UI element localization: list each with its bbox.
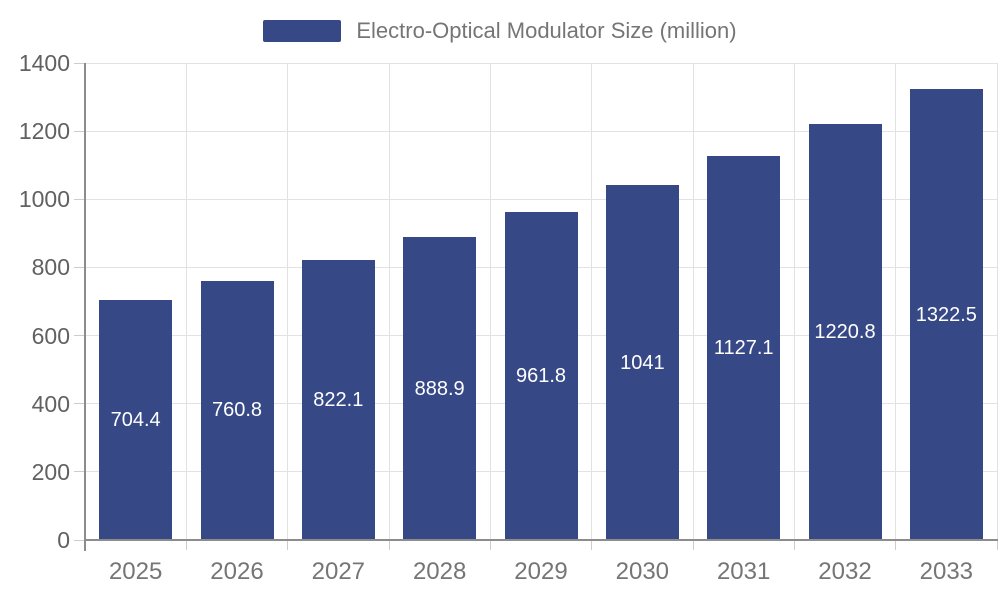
h-gridline bbox=[85, 130, 997, 132]
x-tick-label: 2026 bbox=[210, 558, 264, 585]
bar-value-label: 1127.1 bbox=[713, 336, 774, 359]
y-tick-mark bbox=[74, 62, 85, 64]
v-gridline bbox=[793, 63, 795, 540]
bar-2030: 1041 bbox=[605, 185, 679, 540]
x-tick-label: 2032 bbox=[818, 558, 872, 585]
y-tick-mark bbox=[74, 130, 85, 132]
v-gridline bbox=[895, 63, 897, 540]
legend-label: Electro-Optical Modulator Size (million) bbox=[356, 18, 737, 43]
y-tick-mark bbox=[74, 539, 85, 541]
v-gridline bbox=[591, 63, 593, 540]
bar-value-label: 760.8 bbox=[211, 399, 263, 422]
bar-2029: 961.8 bbox=[504, 212, 578, 540]
y-tick-label: 600 bbox=[31, 322, 70, 349]
legend-swatch bbox=[263, 20, 342, 42]
bar-2027: 822.1 bbox=[301, 259, 375, 540]
h-gridline bbox=[85, 198, 997, 200]
x-tick-mark bbox=[591, 540, 593, 550]
x-tick-label: 2031 bbox=[716, 558, 771, 585]
x-tick-label: 2030 bbox=[615, 558, 670, 585]
bar-value-label: 1041 bbox=[620, 351, 665, 374]
plot-area: 704.4 760.8 822.1 888.9 961.8 1041 1127.1 1220.… bbox=[74, 62, 998, 551]
y-tick-label: 1400 bbox=[18, 50, 70, 76]
y-tick-label: 200 bbox=[31, 458, 70, 485]
bar-2026: 760.8 bbox=[200, 280, 274, 540]
bar-value-label: 822.1 bbox=[313, 388, 364, 411]
x-tick-mark bbox=[185, 540, 187, 550]
y-axis-line bbox=[84, 63, 86, 551]
x-tick-label: 2025 bbox=[108, 558, 163, 585]
x-axis-line bbox=[84, 539, 998, 541]
bar-value-label: 1322.5 bbox=[915, 303, 977, 326]
v-gridline bbox=[388, 63, 390, 540]
x-tick-label: 2033 bbox=[919, 558, 974, 585]
bar-value-label: 704.4 bbox=[110, 408, 161, 431]
y-tick-label: 0 bbox=[57, 527, 70, 553]
x-tick-mark bbox=[692, 540, 694, 550]
y-tick-mark bbox=[74, 198, 85, 200]
y-tick-mark bbox=[74, 403, 85, 405]
x-tick-mark bbox=[388, 540, 390, 550]
x-tick-mark bbox=[489, 540, 491, 550]
bar-value-label: 888.9 bbox=[414, 377, 465, 400]
y-tick-label: 1000 bbox=[18, 186, 70, 213]
bar-2028: 888.9 bbox=[403, 237, 477, 540]
x-tick-mark bbox=[895, 540, 897, 550]
chart-legend: Electro-Optical Modulator Size (million) bbox=[0, 17, 1000, 45]
y-tick-label: 800 bbox=[31, 254, 70, 281]
x-tick-mark bbox=[287, 540, 289, 550]
bar-value-label: 961.8 bbox=[515, 365, 567, 388]
v-gridline bbox=[185, 63, 187, 540]
y-tick-mark bbox=[74, 335, 85, 337]
x-tick-mark bbox=[793, 540, 795, 550]
bar-2032: 1220.8 bbox=[808, 124, 882, 540]
v-gridline bbox=[489, 63, 491, 540]
x-tick-label: 2029 bbox=[514, 558, 568, 585]
y-tick-mark bbox=[74, 471, 85, 473]
x-tick-mark bbox=[996, 540, 998, 550]
y-tick-label: 400 bbox=[31, 390, 70, 417]
x-tick-label: 2027 bbox=[311, 558, 366, 585]
x-tick-label: 2028 bbox=[412, 558, 467, 585]
bar-value-label: 1220.8 bbox=[814, 321, 876, 344]
h-gridline bbox=[85, 62, 997, 64]
v-gridline bbox=[692, 63, 694, 540]
v-gridline bbox=[996, 63, 998, 540]
bar-2025: 704.4 bbox=[99, 300, 173, 540]
bar-2031: 1127.1 bbox=[707, 155, 781, 540]
y-tick-mark bbox=[74, 266, 85, 268]
y-tick-label: 1200 bbox=[18, 118, 70, 145]
bar-2033: 1322.5 bbox=[909, 89, 983, 540]
v-gridline bbox=[287, 63, 289, 540]
